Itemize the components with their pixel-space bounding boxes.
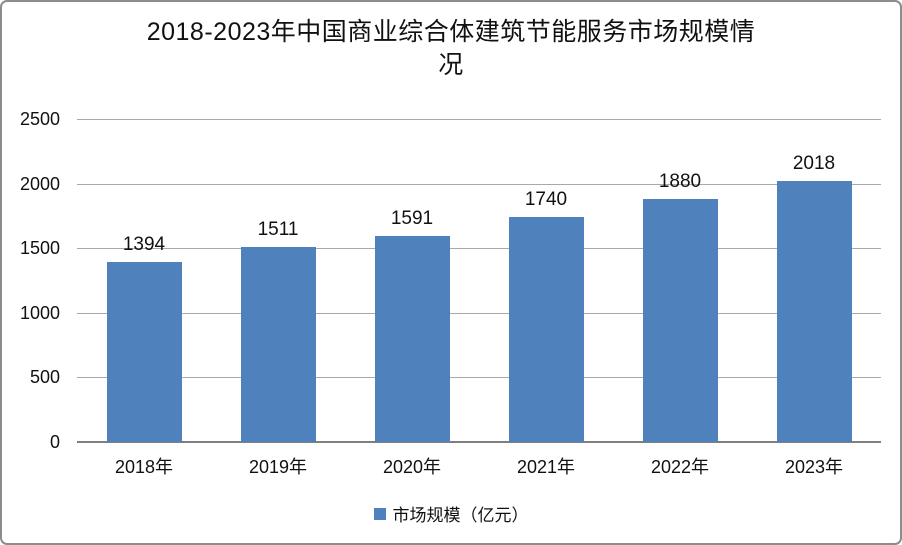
bar (777, 181, 852, 442)
y-tick-label: 2000 (19, 174, 60, 194)
x-tick-label: 2019年 (248, 457, 308, 477)
legend: 市场规模（亿元） (2, 501, 900, 526)
bar (375, 236, 450, 442)
bar-value-label: 1880 (658, 171, 702, 192)
bar-value-label: 1394 (122, 234, 166, 255)
gridline (77, 313, 881, 314)
y-tick-label: 500 (29, 367, 60, 387)
bar (509, 217, 584, 442)
y-tick-label: 0 (49, 432, 60, 452)
x-axis-line (77, 441, 881, 443)
legend-series-marker-icon (373, 507, 386, 520)
bar-value-label: 1511 (257, 219, 299, 240)
y-tick-label: 2500 (19, 109, 60, 129)
chart-title-text: 2018-2023年中国商业综合体建筑节能服务市场规模情况 (146, 18, 756, 79)
x-tick-label: 2022年 (650, 457, 710, 477)
bar-value-label: 1740 (524, 189, 568, 210)
bar (241, 247, 316, 442)
gridline (77, 377, 881, 378)
y-tick-label: 1000 (19, 303, 60, 323)
legend-label: 市场规模（亿元） (392, 506, 529, 525)
gridline (77, 248, 881, 249)
chart-title: 2018-2023年中国商业综合体建筑节能服务市场规模情况 (2, 16, 900, 82)
x-tick-label: 2021年 (516, 457, 576, 477)
x-tick-label: 2018年 (114, 457, 174, 477)
x-tick-label: 2023年 (784, 457, 844, 477)
gridline (77, 184, 881, 185)
bar (643, 199, 718, 442)
x-tick-label: 2020年 (382, 457, 442, 477)
bar-value-label: 2018 (792, 153, 836, 174)
gridline (77, 119, 881, 120)
bar-value-label: 1591 (390, 208, 434, 229)
y-tick-label: 1500 (19, 238, 60, 258)
bar (107, 262, 182, 442)
